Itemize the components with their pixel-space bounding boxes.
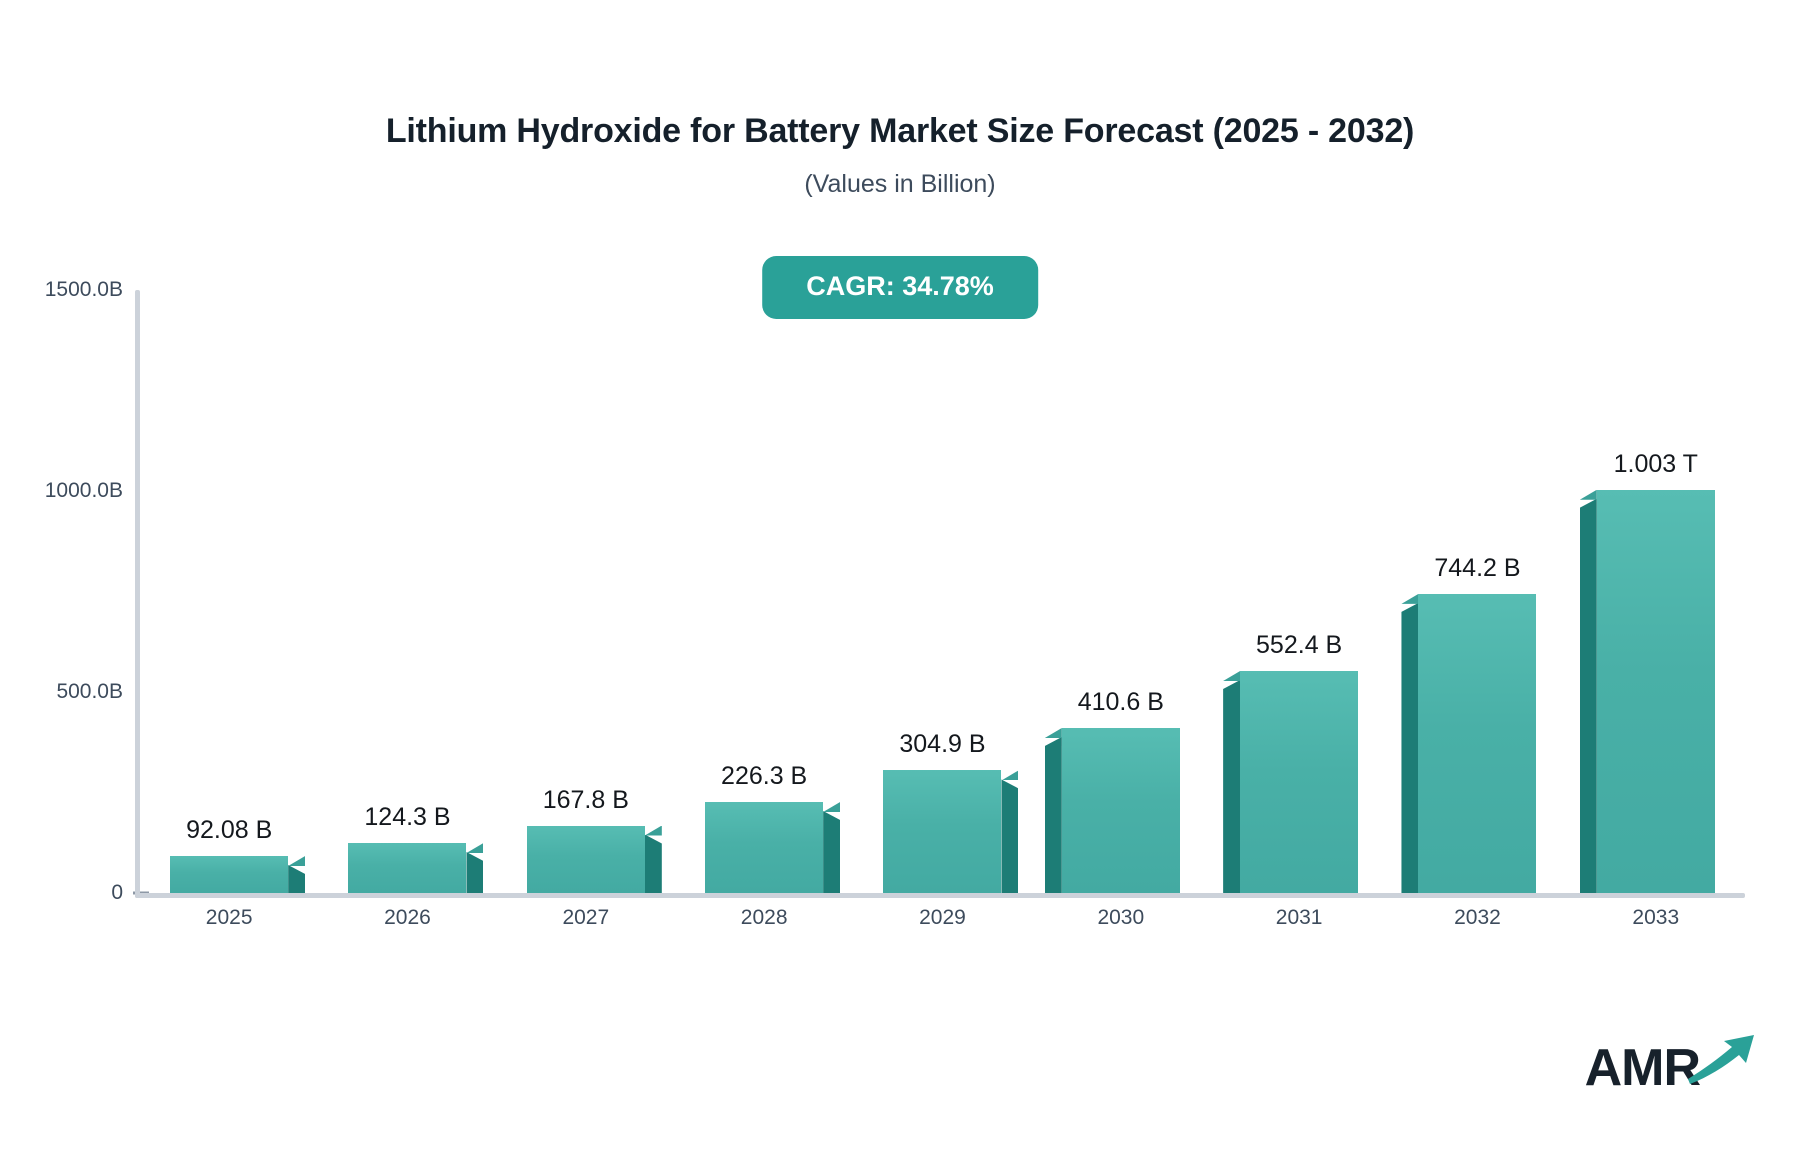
bar-2030[interactable]: 410.6 B	[1044, 688, 1180, 893]
bar-slot: 1.003 T	[1567, 290, 1745, 893]
bar-face	[1418, 593, 1537, 893]
bar-2031[interactable]: 552.4 B	[1223, 631, 1359, 893]
bar-side-panel	[288, 864, 306, 893]
x-axis-label-2025: 2025	[205, 906, 253, 929]
y-axis-tick-label: 1000.0B	[44, 479, 123, 502]
x-axis-line	[135, 893, 1745, 898]
bar-side-panel	[823, 811, 841, 893]
bar-face	[705, 802, 824, 893]
bar-2026[interactable]: 124.3 B	[348, 803, 484, 893]
x-axis-label-2031: 2031	[1275, 906, 1323, 929]
x-axis-label-2027: 2027	[562, 906, 610, 929]
bar-side-panel	[1401, 602, 1419, 893]
page-title: Lithium Hydroxide for Battery Market Siz…	[385, 112, 1415, 150]
bar-slot: 124.3 B	[318, 290, 496, 893]
x-axis-labels: 2025 2026 2027 2028 2029 2030 2031 2032 2033	[140, 906, 1745, 930]
bar-face	[883, 770, 1002, 893]
bar-top-panel	[1401, 593, 1419, 604]
bar-top-panel	[823, 802, 841, 813]
bar-slot: 92.08 B	[140, 290, 318, 893]
bar-side-panel	[1044, 736, 1062, 893]
bar-side-panel	[466, 852, 484, 893]
bar-top-panel	[1579, 489, 1597, 500]
bar-value-label: 124.3 B	[364, 803, 451, 832]
bar-slot: 410.6 B	[1032, 290, 1210, 893]
bar-slot: 167.8 B	[497, 290, 675, 893]
bar-side-panel	[1579, 498, 1597, 893]
bar-face	[170, 855, 289, 893]
bar-top-panel	[466, 843, 484, 854]
bar-2032[interactable]: 744.2 B	[1401, 554, 1537, 893]
bar-slot: 226.3 B	[675, 290, 853, 893]
bar-2029[interactable]: 304.9 B	[883, 730, 1019, 893]
bar-2028[interactable]: 226.3 B	[705, 762, 841, 893]
bar-2033[interactable]: 1.003 T	[1579, 450, 1715, 893]
bar-value-label: 304.9 B	[899, 730, 986, 759]
x-axis-label-2028: 2028	[740, 906, 788, 929]
bar-side-panel	[1001, 779, 1019, 893]
bar-face	[1240, 670, 1359, 893]
y-axis-tick-label: 500.0B	[56, 680, 123, 703]
y-axis-line	[135, 290, 140, 898]
bar-top-panel	[644, 825, 662, 836]
x-axis-label-2030: 2030	[1097, 906, 1145, 929]
y-axis-tick-label: 0	[111, 881, 123, 904]
bar-slot: 304.9 B	[853, 290, 1031, 893]
x-axis-label-2033: 2033	[1632, 906, 1680, 929]
bar-value-label: 1.003 T	[1613, 449, 1698, 478]
trending-up-arrow-icon	[1684, 1029, 1758, 1092]
bar-2027[interactable]: 167.8 B	[526, 786, 662, 893]
logo-text: AMR	[1584, 1039, 1701, 1097]
bar-value-label: 167.8 B	[542, 785, 629, 814]
chart-subtitle: (Values in Billion)	[804, 170, 996, 198]
bars-container: 92.08 B 124.3 B 167.8 B 226.3 B 304.9 B 410.6…	[140, 290, 1745, 893]
bar-face	[526, 825, 645, 893]
y-axis-tick-label: 1500.0B	[44, 278, 123, 301]
bar-value-label: 410.6 B	[1077, 687, 1164, 716]
bar-top-panel	[1001, 770, 1019, 781]
bar-top-panel	[1223, 670, 1241, 681]
bar-top-panel	[288, 855, 306, 866]
bar-face	[348, 843, 467, 893]
bar-value-label: 744.2 B	[1434, 553, 1521, 582]
x-axis-label-2032: 2032	[1454, 906, 1501, 929]
bar-value-label: 92.08 B	[186, 815, 273, 844]
bar-side-panel	[644, 834, 662, 893]
bar-value-label: 552.4 B	[1256, 630, 1343, 659]
bar-value-label: 226.3 B	[721, 762, 808, 791]
bar-2025[interactable]: 92.08 B	[170, 816, 306, 893]
bar-slot: 552.4 B	[1210, 290, 1388, 893]
cagr-badge: CAGR: 34.78%	[762, 256, 1038, 319]
bar-face	[1061, 727, 1180, 893]
bar-top-panel	[1044, 727, 1062, 738]
x-axis-label-2026: 2026	[384, 906, 431, 929]
amr-logo: AMR	[1585, 1029, 1758, 1094]
bar-side-panel	[1223, 679, 1241, 893]
bar-face	[1596, 489, 1715, 893]
plot-area: 92.08 B 124.3 B 167.8 B 226.3 B 304.9 B 410.6…	[135, 290, 1745, 898]
x-axis-label-2029: 2029	[919, 906, 966, 929]
bar-slot: 744.2 B	[1388, 290, 1566, 893]
